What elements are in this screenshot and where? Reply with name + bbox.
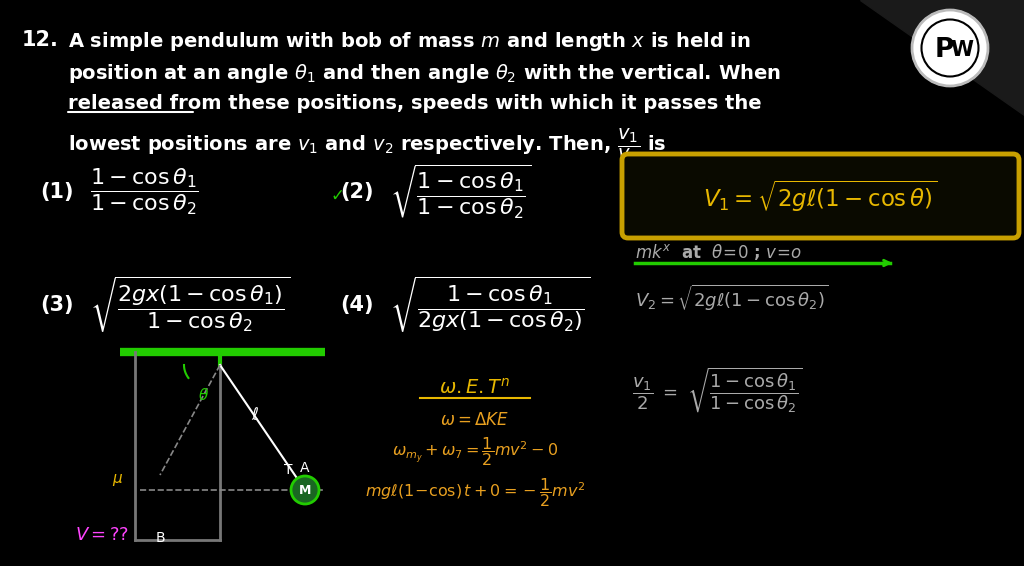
Text: $\omega_{m_y} + \omega_7 = \dfrac{1}{2}mv^2 - 0$: $\omega_{m_y} + \omega_7 = \dfrac{1}{2}m…: [392, 435, 558, 469]
Text: position at an angle $\theta_1$ and then angle $\theta_2$ with the vertical. Whe: position at an angle $\theta_1$ and then…: [68, 62, 781, 85]
Text: $\mu$: $\mu$: [113, 472, 124, 488]
Text: M: M: [299, 483, 311, 496]
Circle shape: [291, 476, 319, 504]
Text: T: T: [284, 463, 292, 477]
Text: A simple pendulum with bob of mass $m$ and length $x$ is held in: A simple pendulum with bob of mass $m$ a…: [68, 30, 751, 53]
Text: $\sqrt{\dfrac{1-\cos\theta_1}{2gx(1-\cos\theta_2)}}$: $\sqrt{\dfrac{1-\cos\theta_1}{2gx(1-\cos…: [390, 275, 590, 335]
Text: (1): (1): [40, 182, 74, 202]
Text: A: A: [300, 461, 309, 475]
Text: $V_1 = \sqrt{2g\ell(1-\cos\theta)}$: $V_1 = \sqrt{2g\ell(1-\cos\theta)}$: [703, 178, 938, 214]
Text: $\dfrac{1-\cos\theta_1}{1-\cos\theta_2}$: $\dfrac{1-\cos\theta_1}{1-\cos\theta_2}$: [90, 167, 199, 217]
Text: $\mathbf{W}$: $\mathbf{W}$: [950, 40, 974, 60]
Text: 12.: 12.: [22, 30, 58, 50]
Text: $\ell$: $\ell$: [251, 406, 259, 424]
Text: $V=??$: $V=??$: [75, 526, 129, 544]
Text: (2): (2): [340, 182, 374, 202]
Text: released from these positions, speeds with which it passes the: released from these positions, speeds wi…: [68, 94, 762, 113]
Text: lowest positions are $v_1$ and $v_2$ respectively. Then, $\dfrac{v_1}{v_2}$ is: lowest positions are $v_1$ and $v_2$ res…: [68, 126, 667, 165]
Text: $\checkmark$: $\checkmark$: [330, 186, 343, 204]
Text: $\theta$: $\theta$: [199, 387, 210, 403]
Text: $V_2 = \sqrt{2g\ell(1-\cos\theta_2)}$: $V_2 = \sqrt{2g\ell(1-\cos\theta_2)}$: [635, 283, 828, 313]
Text: $\omega = \Delta KE$: $\omega = \Delta KE$: [440, 411, 510, 429]
Text: $\sqrt{\dfrac{1-\cos\theta_1}{1-\cos\theta_2}}$: $\sqrt{\dfrac{1-\cos\theta_1}{1-\cos\the…: [390, 162, 531, 221]
Text: $\mathbf{P}$: $\mathbf{P}$: [934, 37, 954, 63]
Text: B: B: [156, 531, 165, 545]
Text: $mk^x$  at  $\theta\!=\!0$ ; $v\!=\!o$: $mk^x$ at $\theta\!=\!0$ ; $v\!=\!o$: [635, 242, 802, 262]
Text: $\omega.E.T^n$: $\omega.E.T^n$: [439, 378, 511, 398]
Text: $\sqrt{\dfrac{2gx(1-\cos\theta_1)}{1-\cos\theta_2}}$: $\sqrt{\dfrac{2gx(1-\cos\theta_1)}{1-\co…: [90, 275, 290, 335]
Text: (3): (3): [40, 295, 74, 315]
Text: $mg\ell(1\!-\!\cos)\,t + 0 = -\dfrac{1}{2}m v^2$: $mg\ell(1\!-\!\cos)\,t + 0 = -\dfrac{1}{…: [365, 477, 585, 509]
Circle shape: [912, 10, 988, 86]
Polygon shape: [860, 0, 1024, 115]
Text: $\dfrac{v_1}{2}\ =\ \sqrt{\dfrac{1-\cos\theta_1}{1-\cos\theta_2}}$: $\dfrac{v_1}{2}\ =\ \sqrt{\dfrac{1-\cos\…: [632, 365, 803, 415]
FancyBboxPatch shape: [622, 154, 1019, 238]
Text: (4): (4): [340, 295, 374, 315]
